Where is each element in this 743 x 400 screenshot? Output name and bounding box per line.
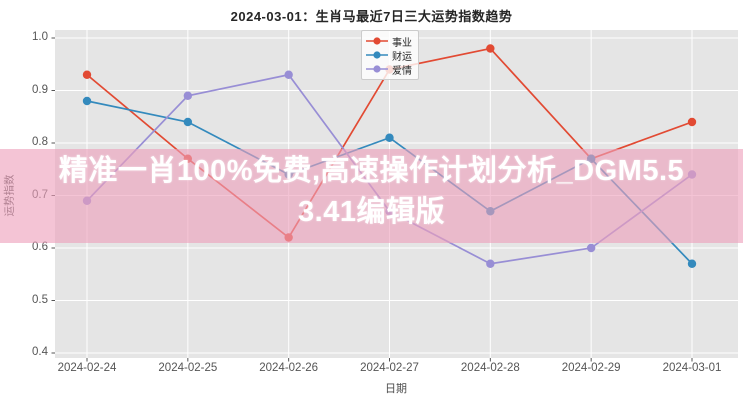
y-tick-label: 0.6 bbox=[32, 241, 48, 253]
series-marker-1-point-2 bbox=[284, 170, 293, 179]
legend-line-marker-icon bbox=[366, 65, 388, 73]
series-marker-0-point-1 bbox=[183, 154, 193, 163]
series-marker-1-point-5 bbox=[586, 154, 596, 163]
legend-entry-2: 爱情 bbox=[365, 62, 414, 77]
legend-label: 爱情 bbox=[392, 65, 412, 77]
series-marker-2-point-5 bbox=[586, 243, 596, 253]
series-marker-2-point-4 bbox=[486, 259, 495, 268]
legend-label: 事业 bbox=[392, 37, 412, 49]
legend-entry-1: 财运 bbox=[365, 48, 414, 63]
x-tick-label: 2024-02-28 bbox=[460, 362, 520, 374]
series-marker-2-point-6 bbox=[687, 170, 697, 179]
series-marker-1-point-1 bbox=[183, 117, 193, 127]
series-marker-2-point-2 bbox=[284, 70, 293, 79]
series-marker-1-point-0 bbox=[82, 96, 92, 106]
y-tick-label: 0.8 bbox=[32, 136, 48, 148]
y-tick-label: 1.0 bbox=[32, 31, 48, 43]
series-marker-2-point-3 bbox=[385, 207, 394, 216]
y-tick-label: 0.5 bbox=[32, 293, 48, 306]
x-tick-label: 2024-03-01 bbox=[662, 362, 722, 374]
series-marker-0-point-2 bbox=[284, 233, 293, 242]
y-tick-label: 0.9 bbox=[32, 83, 48, 96]
series-marker-1-point-6 bbox=[687, 259, 697, 268]
series-marker-1-point-3 bbox=[385, 133, 394, 142]
x-tick-label: 2024-02-29 bbox=[561, 362, 621, 374]
series-marker-2-point-0 bbox=[82, 196, 92, 205]
x-tick-label: 2024-02-26 bbox=[259, 362, 319, 374]
legend-line-marker-icon bbox=[366, 37, 388, 45]
series-marker-0-point-0 bbox=[82, 70, 92, 79]
series-marker-2-point-1 bbox=[183, 91, 193, 100]
legend: 事业 财运 爱情 bbox=[361, 30, 419, 80]
y-axis-label: 运势指数 bbox=[3, 174, 16, 217]
legend-label: 财运 bbox=[392, 51, 412, 63]
series-marker-1-point-4 bbox=[486, 207, 495, 216]
series-marker-0-point-4 bbox=[486, 44, 495, 53]
x-axis-label: 日期 bbox=[385, 383, 407, 395]
series-marker-0-point-6 bbox=[687, 117, 697, 127]
x-tick-label: 2024-02-24 bbox=[57, 362, 117, 374]
legend-line-marker-icon bbox=[366, 51, 388, 59]
legend-entry-0: 事业 bbox=[365, 34, 414, 49]
chart-title: 2024-03-01：生肖马最近7日三大运势指数趋势 bbox=[230, 9, 513, 24]
x-tick-label: 2024-02-27 bbox=[360, 362, 419, 374]
x-tick-label: 2024-02-25 bbox=[158, 362, 218, 374]
y-tick-label: 0.4 bbox=[32, 346, 48, 358]
